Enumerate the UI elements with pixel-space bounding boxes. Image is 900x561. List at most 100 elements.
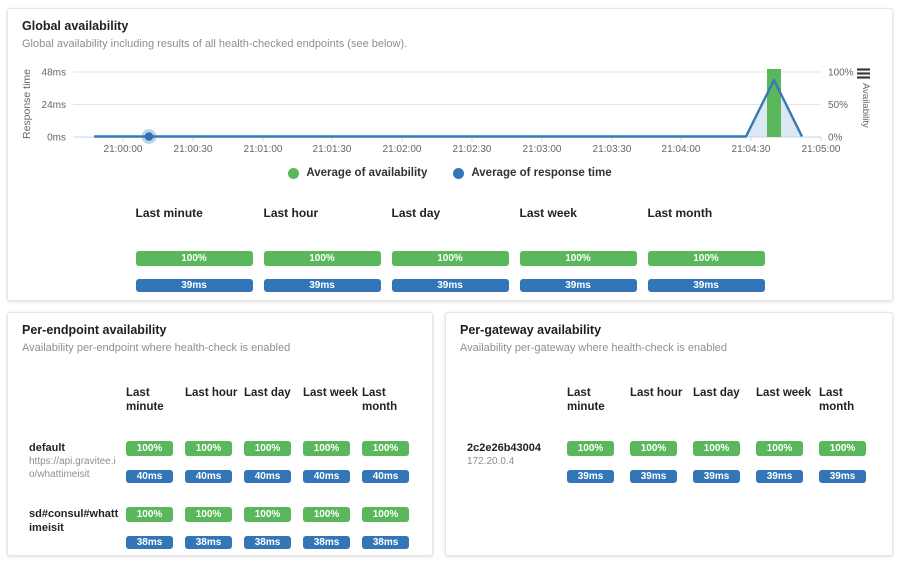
availability-badge: 100% bbox=[136, 251, 253, 266]
period-label: Last minute bbox=[136, 206, 253, 220]
endpoint-row-sd-consul: sd#consul#whattimeisit 100% 38ms 100% 38… bbox=[29, 507, 432, 549]
availability-badge: 100% bbox=[126, 507, 173, 522]
column-header: Last hour bbox=[185, 386, 241, 414]
column-header: Last day bbox=[244, 386, 300, 414]
x-tick: 21:05:00 bbox=[802, 144, 841, 155]
card-subtitle: Availability per-endpoint where health-c… bbox=[22, 342, 432, 354]
global-availability-card: Global availability Global availability … bbox=[7, 8, 893, 301]
stat-col-last-week: Last week 100% 39ms bbox=[520, 206, 637, 292]
per-endpoint-availability-card: Per-endpoint availability Availability p… bbox=[7, 312, 433, 556]
column-header: Last minute bbox=[126, 386, 182, 414]
availability-badge: 100% bbox=[648, 251, 765, 266]
period-label: Last day bbox=[392, 206, 509, 220]
legend-item-response-time[interactable]: Average of response time bbox=[453, 167, 611, 179]
response-time-badge: 39ms bbox=[520, 279, 637, 292]
response-time-badge: 39ms bbox=[136, 279, 253, 292]
chart-context-menu-button[interactable] bbox=[854, 66, 872, 82]
x-tick: 21:02:00 bbox=[383, 144, 422, 155]
x-tick: 21:00:00 bbox=[104, 144, 143, 155]
endpoint-row-default: default https://api.gravitee.io/whattime… bbox=[29, 441, 432, 483]
availability-badge: 100% bbox=[244, 507, 291, 522]
response-time-badge: 39ms bbox=[693, 470, 740, 483]
legend-label: Average of response time bbox=[471, 167, 611, 179]
endpoint-url: https://api.gravitee.io/whattimeisit bbox=[29, 455, 126, 481]
stat-col-last-day: Last day 100% 39ms bbox=[392, 206, 509, 292]
x-tick: 21:04:30 bbox=[732, 144, 771, 155]
response-time-legend-dot-icon bbox=[453, 168, 464, 179]
availability-badge: 100% bbox=[303, 441, 350, 456]
card-title: Global availability bbox=[22, 19, 892, 33]
response-time-badge: 39ms bbox=[567, 470, 614, 483]
stat-col-last-minute: Last minute 100% 39ms bbox=[136, 206, 253, 292]
x-tick: 21:02:30 bbox=[453, 144, 492, 155]
card-subtitle: Global availability including results of… bbox=[22, 38, 892, 50]
gateway-table: Last minute Last hour Last day Last week… bbox=[467, 386, 892, 483]
x-tick: 21:00:30 bbox=[174, 144, 213, 155]
availability-badge: 100% bbox=[362, 441, 409, 456]
gateway-table-header: Last minute Last hour Last day Last week… bbox=[467, 386, 892, 414]
chart-legend: Average of availability Average of respo… bbox=[8, 167, 892, 179]
response-time-badge: 38ms bbox=[126, 536, 173, 549]
y-right-tick: 50% bbox=[828, 100, 848, 111]
availability-badge: 100% bbox=[362, 507, 409, 522]
period-label: Last hour bbox=[264, 206, 381, 220]
response-time-badge: 40ms bbox=[362, 470, 409, 483]
y-left-axis-title: Response time bbox=[21, 69, 33, 139]
availability-badge: 100% bbox=[819, 441, 866, 456]
endpoint-name: sd#consul#whattimeisit bbox=[29, 507, 126, 535]
availability-badge: 100% bbox=[567, 441, 614, 456]
response-time-badge: 39ms bbox=[264, 279, 381, 292]
card-subtitle: Availability per-gateway where health-ch… bbox=[460, 342, 892, 354]
card-title: Per-endpoint availability bbox=[22, 323, 432, 337]
legend-item-availability[interactable]: Average of availability bbox=[288, 167, 427, 179]
column-header: Last hour bbox=[630, 386, 686, 414]
availability-badge: 100% bbox=[264, 251, 381, 266]
y-left-tick: 24ms bbox=[42, 100, 66, 111]
response-time-badge: 40ms bbox=[185, 470, 232, 483]
response-time-badge: 40ms bbox=[244, 470, 291, 483]
card-title: Per-gateway availability bbox=[460, 323, 892, 337]
response-time-line bbox=[94, 80, 802, 137]
period-label: Last month bbox=[648, 206, 765, 220]
availability-badge: 100% bbox=[185, 507, 232, 522]
response-time-badge: 39ms bbox=[819, 470, 866, 483]
gateway-ip: 172.20.0.4 bbox=[467, 455, 567, 468]
availability-legend-dot-icon bbox=[288, 168, 299, 179]
endpoint-table: Last minute Last hour Last day Last week… bbox=[29, 386, 432, 549]
gateway-row: 2c2e26b43004 172.20.0.4 100% 39ms 100% 3… bbox=[467, 441, 892, 483]
endpoint-table-header: Last minute Last hour Last day Last week… bbox=[29, 386, 432, 414]
availability-badge: 100% bbox=[520, 251, 637, 266]
column-header: Last month bbox=[819, 386, 875, 414]
response-time-badge: 39ms bbox=[648, 279, 765, 292]
response-time-badge: 38ms bbox=[362, 536, 409, 549]
availability-badge: 100% bbox=[392, 251, 509, 266]
column-header: Last day bbox=[693, 386, 749, 414]
availability-chart: 48ms 24ms 0ms Response time 100% 50% 0% … bbox=[8, 59, 894, 159]
response-time-badge: 39ms bbox=[630, 470, 677, 483]
availability-badge: 100% bbox=[756, 441, 803, 456]
response-time-badge: 38ms bbox=[185, 536, 232, 549]
gateway-name: 2c2e26b43004 bbox=[467, 441, 567, 455]
column-header: Last month bbox=[362, 386, 418, 414]
response-time-badge: 40ms bbox=[303, 470, 350, 483]
response-time-badge: 39ms bbox=[756, 470, 803, 483]
response-time-badge: 38ms bbox=[303, 536, 350, 549]
y-left-tick: 0ms bbox=[47, 133, 66, 144]
legend-label: Average of availability bbox=[306, 167, 427, 179]
response-time-badge: 40ms bbox=[126, 470, 173, 483]
x-tick: 21:03:00 bbox=[523, 144, 562, 155]
y-right-tick: 100% bbox=[828, 68, 854, 79]
stat-col-last-month: Last month 100% 39ms bbox=[648, 206, 765, 292]
period-label: Last week bbox=[520, 206, 637, 220]
per-gateway-availability-card: Per-gateway availability Availability pe… bbox=[445, 312, 893, 556]
x-tick: 21:01:30 bbox=[313, 144, 352, 155]
availability-badge: 100% bbox=[693, 441, 740, 456]
stat-col-last-hour: Last hour 100% 39ms bbox=[264, 206, 381, 292]
response-time-badge: 39ms bbox=[392, 279, 509, 292]
availability-badge: 100% bbox=[244, 441, 291, 456]
availability-badge: 100% bbox=[185, 441, 232, 456]
global-period-stats: Last minute 100% 39ms Last hour 100% 39m… bbox=[8, 206, 892, 292]
availability-badge: 100% bbox=[126, 441, 173, 456]
x-tick: 21:03:30 bbox=[593, 144, 632, 155]
column-header: Last week bbox=[303, 386, 359, 414]
